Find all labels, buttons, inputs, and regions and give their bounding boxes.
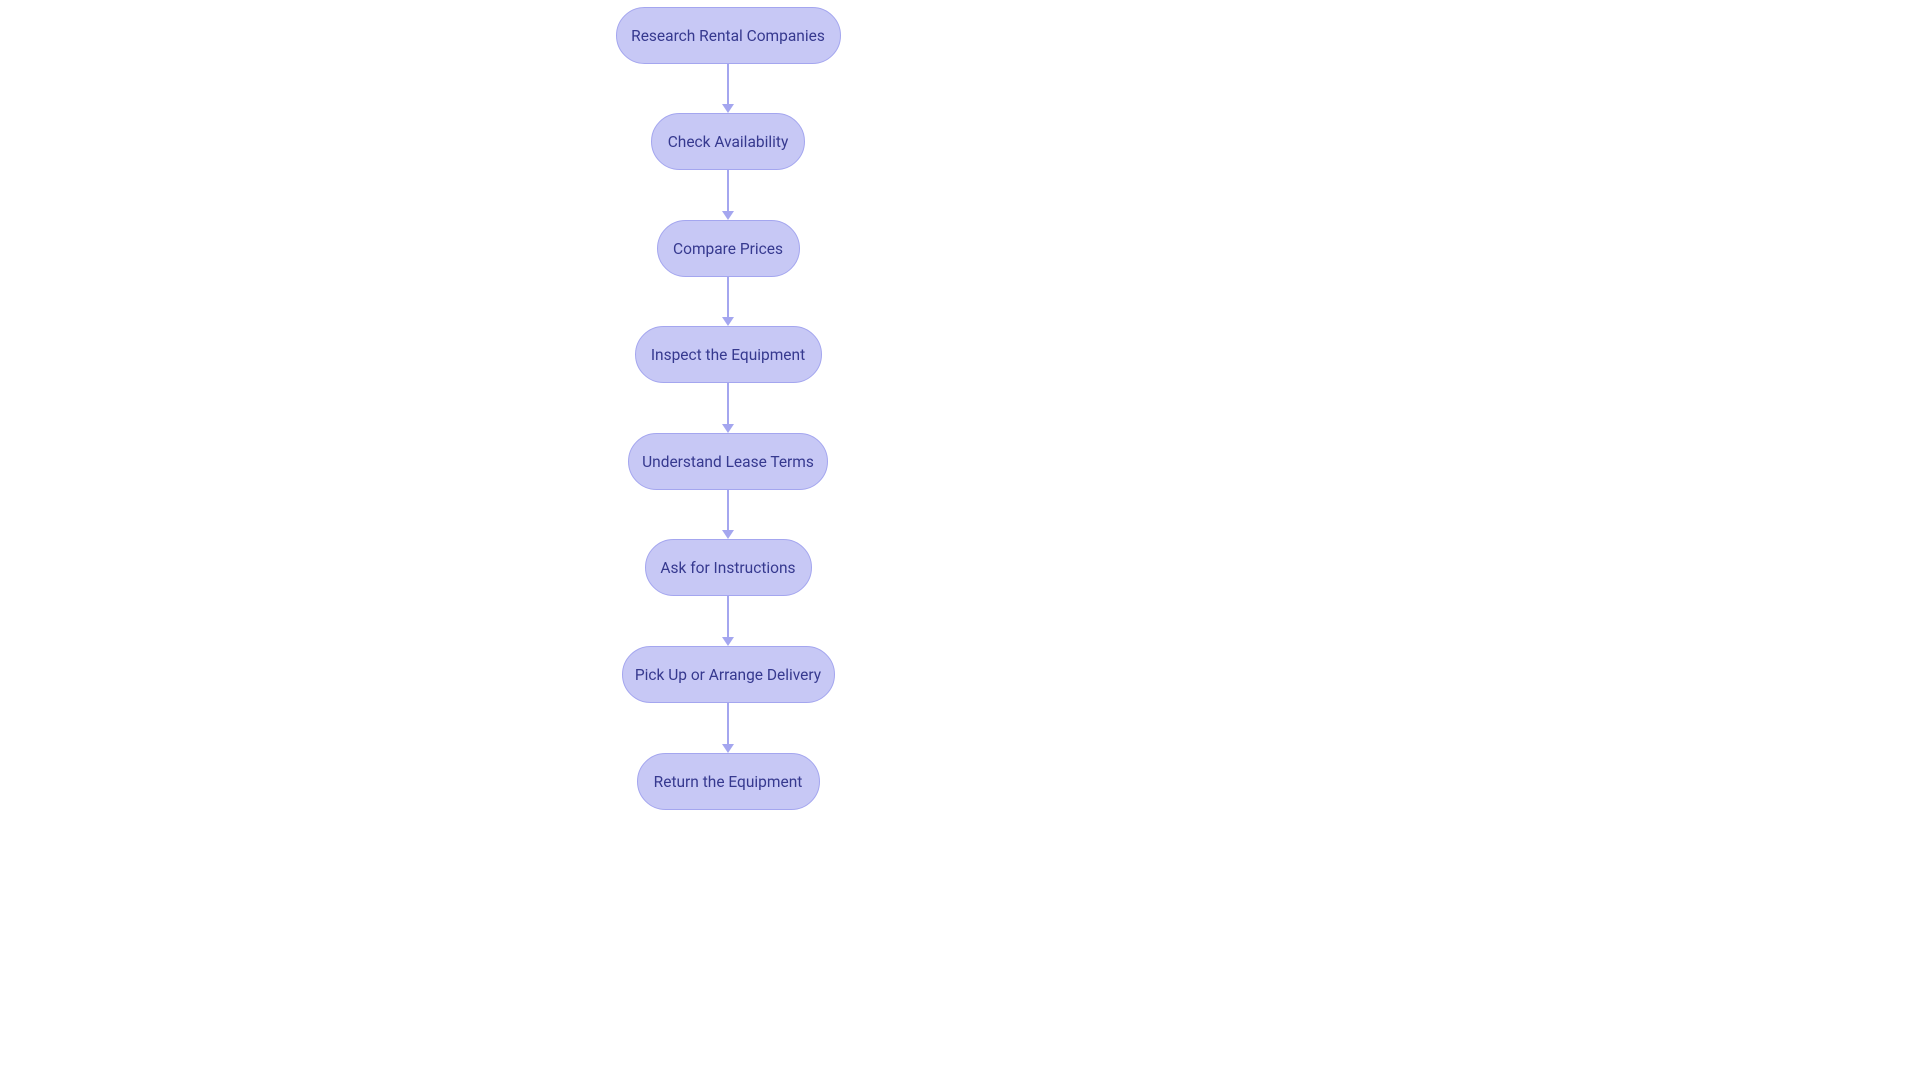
- flowchart-node: Ask for Instructions: [645, 539, 812, 596]
- flowchart-edge-line: [727, 703, 729, 744]
- flowchart-node-label: Check Availability: [668, 133, 789, 151]
- flowchart-node: Pick Up or Arrange Delivery: [622, 646, 835, 703]
- flowchart-arrow-icon: [722, 637, 734, 646]
- flowchart-node: Compare Prices: [657, 220, 800, 277]
- flowchart-node: Return the Equipment: [637, 753, 820, 810]
- flowchart-container: Research Rental Companies Check Availabil…: [0, 0, 1920, 1083]
- flowchart-arrow-icon: [722, 317, 734, 326]
- flowchart-node: Understand Lease Terms: [628, 433, 828, 490]
- flowchart-node-label: Pick Up or Arrange Delivery: [635, 666, 821, 684]
- flowchart-node-label: Compare Prices: [673, 240, 783, 258]
- flowchart-node: Inspect the Equipment: [635, 326, 822, 383]
- flowchart-arrow-icon: [722, 424, 734, 433]
- flowchart-node-label: Research Rental Companies: [631, 27, 825, 45]
- flowchart-node-label: Return the Equipment: [654, 773, 803, 791]
- flowchart-edge-line: [727, 277, 729, 317]
- flowchart-edge-line: [727, 170, 729, 211]
- flowchart-node: Research Rental Companies: [616, 7, 841, 64]
- flowchart-arrow-icon: [722, 744, 734, 753]
- flowchart-edge-line: [727, 64, 729, 104]
- flowchart-edge-line: [727, 596, 729, 637]
- flowchart-node-label: Inspect the Equipment: [651, 346, 805, 364]
- flowchart-edge-line: [727, 383, 729, 424]
- flowchart-node-label: Understand Lease Terms: [642, 453, 814, 471]
- flowchart-arrow-icon: [722, 211, 734, 220]
- flowchart-edge-line: [727, 490, 729, 530]
- flowchart-arrow-icon: [722, 530, 734, 539]
- flowchart-node-label: Ask for Instructions: [660, 559, 795, 577]
- flowchart-node: Check Availability: [651, 113, 805, 170]
- flowchart-arrow-icon: [722, 104, 734, 113]
